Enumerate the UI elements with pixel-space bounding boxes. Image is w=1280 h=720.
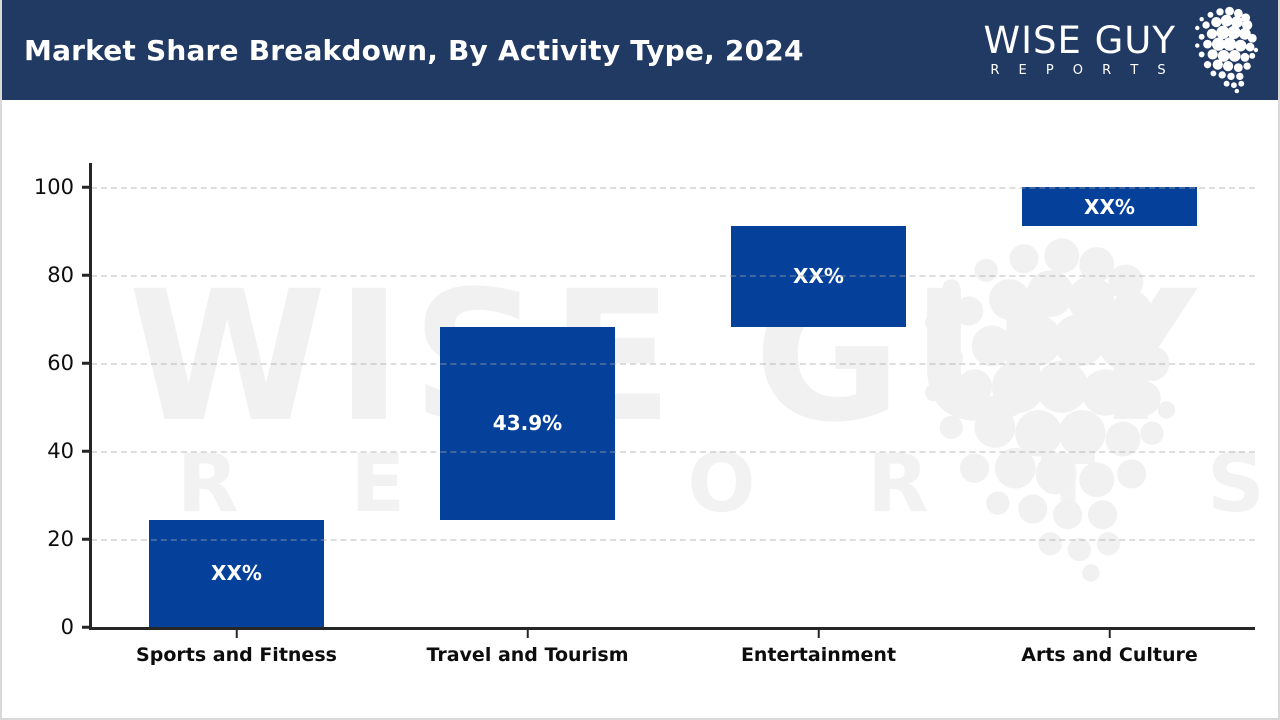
bar-travel-and-tourism: 43.9% [440, 326, 615, 520]
y-gridline-100 [91, 187, 1255, 190]
x-tick-mark-entertainment [817, 630, 820, 638]
logo-subtitle: R E P O R T S [990, 63, 1174, 78]
plot-area: 0 20 40 60 80 100 XX% Sports and Fitness 43.9% Tr… [34, 163, 1255, 666]
y-tick-label-100: 100 [33, 175, 74, 200]
y-tick-mark-60 [82, 361, 91, 365]
chart-title: Market Share Breakdown, By Activity Type… [24, 33, 804, 67]
y-tick-mark-40 [82, 449, 91, 453]
x-category-label-entertainment: Entertainment [740, 644, 897, 666]
y-tick-label-80: 80 [47, 263, 74, 288]
logo-wordmark: WISE GUY [983, 19, 1176, 62]
y-gridline-60 [91, 363, 1255, 366]
wise-guy-logo: WISE GUY R E P O R T S [984, 6, 1262, 94]
logo-dot-head-icon [1195, 6, 1259, 94]
bar-value-label: XX% [1084, 194, 1135, 219]
x-category-label-travel-and-tourism: Travel and Tourism [426, 644, 629, 666]
bar-value-label: XX% [211, 561, 262, 586]
x-axis-spine [89, 627, 1255, 630]
y-gridline-40 [91, 451, 1255, 454]
bar-arts-and-culture: XX% [1022, 187, 1197, 226]
y-tick-label-60: 60 [47, 351, 74, 376]
bar-value-label: XX% [793, 264, 844, 289]
y-axis-spine [89, 163, 92, 630]
bar-value-label: 43.9% [492, 411, 563, 436]
y-tick-label-0: 0 [60, 615, 74, 639]
x-tick-mark-arts-and-culture [1108, 630, 1111, 638]
y-tick-mark-0 [82, 625, 91, 629]
header-bar: Market Share Breakdown, By Activity Type… [2, 0, 1278, 100]
y-tick-mark-100 [82, 185, 91, 189]
y-tick-label-40: 40 [47, 439, 74, 464]
y-tick-label-20: 20 [47, 527, 74, 552]
x-category-label-sports-and-fitness: Sports and Fitness [136, 644, 337, 666]
y-gridline-20 [91, 539, 1255, 542]
y-tick-mark-20 [82, 537, 91, 541]
y-gridline-80 [91, 275, 1255, 278]
bar-sports-and-fitness: XX% [149, 519, 324, 627]
x-tick-mark-travel-and-tourism [526, 630, 529, 638]
x-category-label-arts-and-culture: Arts and Culture [1021, 644, 1198, 666]
logo-text: WISE GUY R E P O R T S [984, 22, 1176, 78]
bar-entertainment: XX% [731, 225, 906, 327]
x-tick-mark-sports-and-fitness [235, 630, 238, 638]
y-tick-mark-80 [82, 273, 91, 277]
